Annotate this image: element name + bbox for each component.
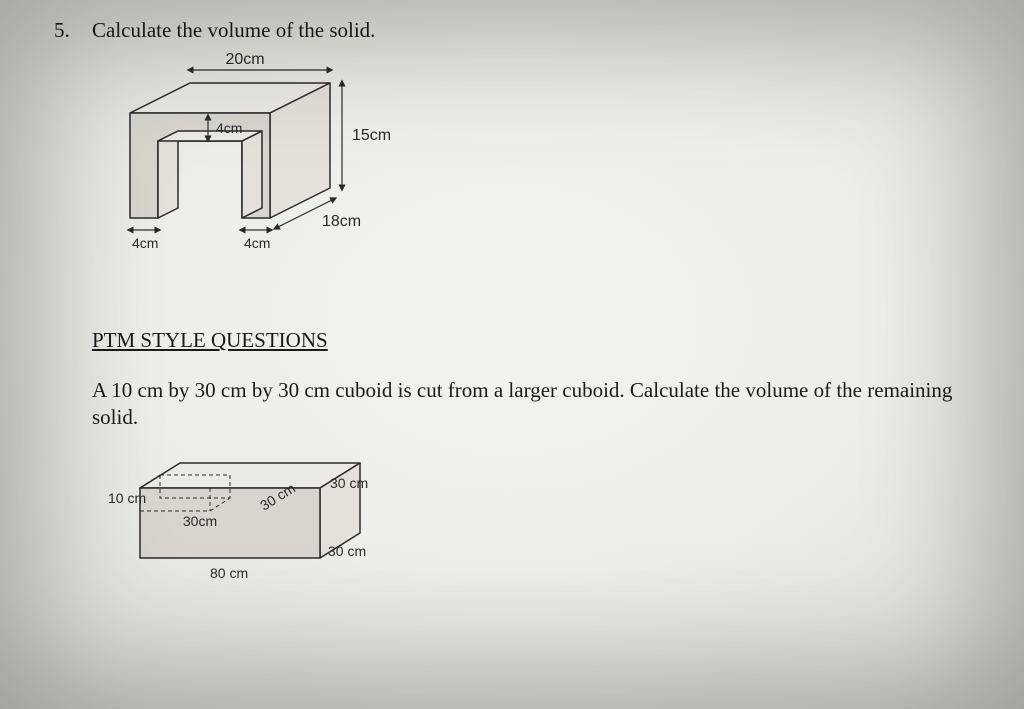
- worksheet-page: 5. Calculate the volume of the solid.: [0, 0, 1024, 709]
- ptm-q1-svg: 10 cm 30cm 30 cm 30 cm 30 cm 80 cm: [90, 438, 410, 618]
- c2-notch-h: 10 cm: [108, 490, 146, 506]
- q5-number: 5.: [54, 18, 70, 42]
- ptm-q1-line1: A 10 cm by 30 cm by 30 cm cuboid is cut …: [92, 378, 952, 402]
- dim-right-leg-label: 4cm: [244, 235, 270, 251]
- ptm-q1-line2-wrap: solid.: [92, 405, 138, 430]
- inner-right-depth: [242, 131, 262, 218]
- dim-right-label: 15cm: [352, 127, 391, 144]
- q5-text: Calculate the volume of the solid.: [92, 18, 375, 42]
- dim-shelf-label: 4cm: [216, 120, 242, 136]
- ptm-q1-figure: 10 cm 30cm 30 cm 30 cm 30 cm 80 cm: [90, 438, 410, 623]
- c2-front-d: 30 cm: [328, 543, 366, 559]
- q5-figure: 20cm 15cm 18cm 4cm 4cm 4cm: [90, 48, 420, 288]
- c2-base-w: 80 cm: [210, 565, 248, 581]
- inner-shelf-depth: [158, 131, 262, 141]
- dim-left-leg-label: 4cm: [132, 235, 158, 251]
- c2-notch-w: 30cm: [183, 513, 217, 529]
- section-heading-wrap: PTM STYLE QUESTIONS: [92, 328, 328, 353]
- q5-number-wrap: 5.: [54, 18, 70, 43]
- dim-top-label: 20cm: [225, 51, 264, 68]
- q5-svg: 20cm 15cm 18cm 4cm 4cm 4cm: [90, 48, 420, 288]
- section-heading: PTM STYLE QUESTIONS: [92, 328, 328, 352]
- q5-text-wrap: Calculate the volume of the solid.: [92, 18, 375, 43]
- dim-depth-label: 18cm: [322, 213, 361, 230]
- ptm-q1-line1-wrap: A 10 cm by 30 cm by 30 cm cuboid is cut …: [92, 378, 972, 403]
- c2-right-h: 30 cm: [330, 475, 368, 491]
- ptm-q1-line2: solid.: [92, 405, 138, 429]
- inner-left-depth: [158, 131, 178, 218]
